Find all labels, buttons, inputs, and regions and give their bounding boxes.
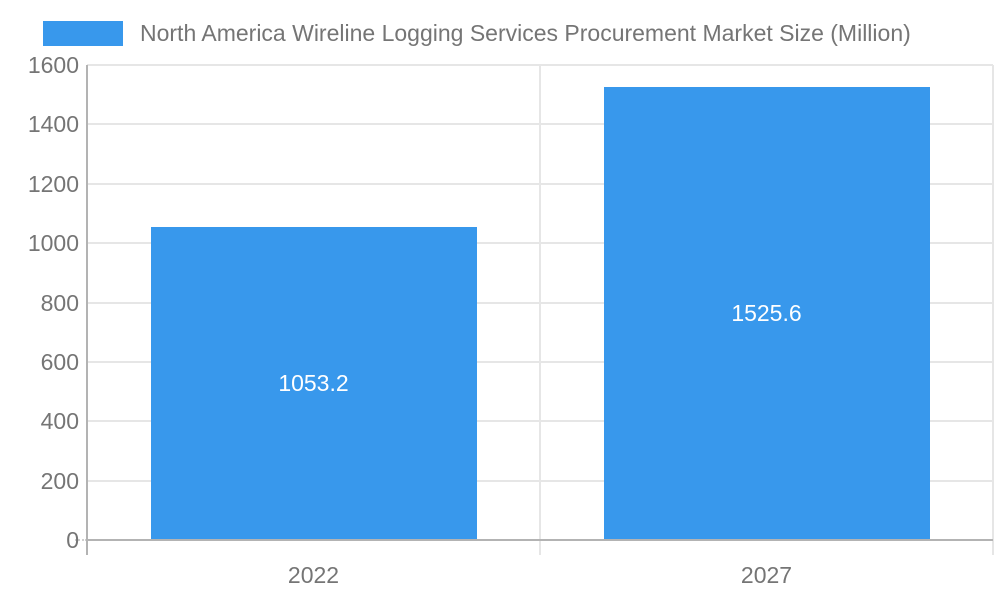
chart-legend: North America Wireline Logging Services … bbox=[43, 20, 911, 47]
y-axis-line bbox=[86, 65, 88, 555]
y-tick-label-200: 200 bbox=[40, 467, 79, 494]
y-tick-label-1000: 1000 bbox=[27, 230, 79, 257]
y-tick-label-600: 600 bbox=[40, 348, 79, 375]
gridline-v-right-edge bbox=[992, 65, 994, 555]
bar-2022[interactable]: 1053.2 bbox=[150, 227, 477, 540]
zero-tick-dots bbox=[75, 539, 87, 541]
x-axis-label-2027: 2027 bbox=[740, 562, 793, 588]
y-tick-label-1200: 1200 bbox=[27, 170, 79, 197]
y-tick-label-1600: 1600 bbox=[27, 52, 79, 78]
bar-value-label-2027: 1525.6 bbox=[731, 300, 802, 327]
x-axis-label-2022: 2022 bbox=[287, 562, 340, 588]
gridline-v-divider bbox=[539, 65, 541, 555]
gridline-h-0 bbox=[87, 539, 993, 541]
y-tick-label-800: 800 bbox=[40, 289, 79, 316]
y-tick-label-0: 0 bbox=[66, 527, 79, 553]
legend-label: North America Wireline Logging Services … bbox=[140, 20, 911, 46]
legend-swatch bbox=[43, 21, 123, 46]
bar-2027[interactable]: 1525.6 bbox=[603, 87, 930, 540]
y-tick-label-1400: 1400 bbox=[27, 111, 79, 138]
plot-area: 1053.2 1525.6 bbox=[75, 64, 994, 555]
bar-value-label-2022: 1053.2 bbox=[278, 370, 349, 397]
y-tick-label-400: 400 bbox=[40, 408, 79, 435]
